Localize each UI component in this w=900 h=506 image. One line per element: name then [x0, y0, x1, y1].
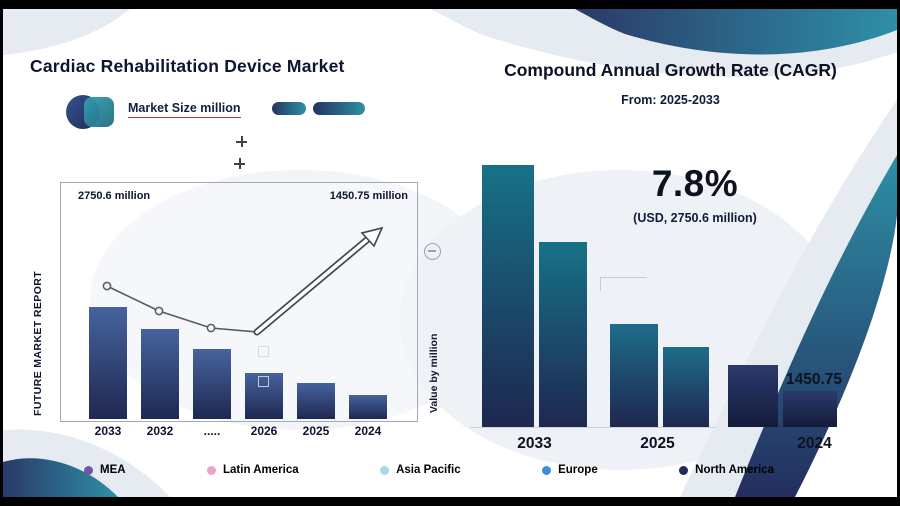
right-xlabel-2024: 2024	[797, 435, 832, 452]
right-bar-group-2025	[610, 324, 709, 427]
right-bar	[783, 391, 837, 427]
right-bar	[539, 242, 587, 427]
right-chart-baseline	[470, 427, 715, 428]
legend-dot-icon	[84, 465, 93, 475]
left-xlabel-2032: 2032	[146, 424, 174, 438]
left-xlabel-2033: 2033	[94, 424, 122, 438]
plus-icon	[236, 136, 247, 147]
right-bar	[663, 347, 709, 427]
gradient-pill-icon	[313, 102, 365, 115]
right-chart-value-annotation: 1450.75	[786, 371, 843, 388]
trend-marker	[154, 306, 164, 316]
bottom-legend: MEA Latin America Asia Pacific Europe North …	[84, 464, 774, 476]
left-xlabel-2024: 2024	[354, 424, 382, 438]
legend-item-latin-america: Latin America	[207, 464, 299, 476]
market-size-legend-label: Market Size million	[128, 101, 241, 118]
trend-overlay	[102, 226, 384, 336]
plus-icon	[234, 158, 245, 169]
left-xlabel-.....: .....	[203, 424, 221, 438]
legend-label: North America	[695, 464, 774, 476]
left-chart-y-axis-label: FUTURE MARKET REPORT	[32, 270, 44, 416]
left-chart-title: Cardiac Rehabilitation Device Market	[30, 56, 345, 76]
trend-marker	[102, 281, 112, 291]
right-bar-group-2033	[482, 165, 587, 427]
trend-line	[106, 285, 258, 333]
legend-label: MEA	[100, 464, 126, 476]
legend-item-mea: MEA	[84, 464, 126, 476]
right-chart-subtitle: From: 2025-2033	[621, 93, 720, 107]
left-chart-xlabels: 2033 2032..... 2026 2025 2024	[62, 424, 414, 438]
circle-dash-icon	[424, 243, 441, 260]
teal-square-icon	[84, 97, 114, 127]
legend-item-north-america: North America	[679, 464, 774, 476]
gradient-pill-icon	[272, 102, 306, 115]
legend-item-europe: Europe	[542, 464, 598, 476]
right-xlabel-2025: 2025	[640, 435, 675, 452]
legend-label: Latin America	[223, 464, 299, 476]
legend-dot-icon	[380, 465, 390, 475]
right-chart-y-axis-label: Value by million	[428, 333, 440, 413]
legend-label: Asia Pacific	[396, 464, 461, 476]
right-bar	[728, 365, 778, 427]
left-xlabel-2026: 2026	[250, 424, 278, 438]
left-xlabel-2025: 2025	[302, 424, 330, 438]
legend-label: Europe	[558, 464, 598, 476]
right-bar	[482, 165, 534, 427]
legend-dot-icon	[207, 465, 216, 475]
legend-dot-icon	[542, 465, 552, 475]
right-xlabel-2033: 2033	[517, 435, 552, 452]
growth-arrow-shaft	[255, 237, 370, 334]
right-chart-title: Compound Annual Growth Rate (CAGR)	[504, 60, 837, 80]
legend-item-asia-pacific: Asia Pacific	[380, 464, 461, 476]
right-bar	[610, 324, 658, 427]
market-size-legend-icon	[66, 95, 120, 131]
legend-dot-icon	[679, 465, 689, 475]
trend-marker	[206, 323, 216, 333]
